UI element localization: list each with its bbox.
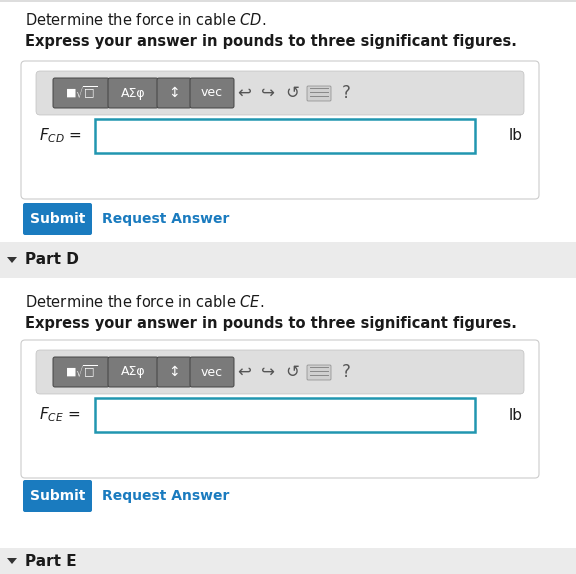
FancyBboxPatch shape: [108, 357, 158, 387]
Polygon shape: [7, 558, 17, 564]
Text: Request Answer: Request Answer: [102, 489, 229, 503]
Text: Request Answer: Request Answer: [102, 212, 229, 226]
FancyBboxPatch shape: [157, 78, 191, 108]
FancyBboxPatch shape: [21, 340, 539, 478]
FancyBboxPatch shape: [53, 357, 109, 387]
FancyBboxPatch shape: [307, 86, 331, 101]
Bar: [95, 119, 475, 153]
Text: vec: vec: [201, 366, 223, 378]
Text: Submit: Submit: [30, 489, 85, 503]
Text: ↪: ↪: [261, 363, 275, 381]
Text: Part D: Part D: [25, 253, 79, 267]
Text: ↕: ↕: [168, 86, 180, 100]
Text: Submit: Submit: [30, 212, 85, 226]
FancyBboxPatch shape: [157, 357, 191, 387]
FancyBboxPatch shape: [190, 78, 234, 108]
Text: $F_{CE}$ =: $F_{CE}$ =: [39, 406, 81, 424]
FancyBboxPatch shape: [21, 61, 539, 199]
Text: ↺: ↺: [285, 84, 299, 102]
Text: lb: lb: [509, 408, 523, 422]
Bar: [0, 278, 576, 548]
Text: Part E: Part E: [25, 553, 77, 568]
Text: vec: vec: [201, 87, 223, 99]
Polygon shape: [7, 257, 17, 263]
FancyBboxPatch shape: [190, 357, 234, 387]
Text: $F_{CD}$ =: $F_{CD}$ =: [39, 127, 82, 145]
FancyBboxPatch shape: [23, 480, 92, 512]
Bar: [0, 548, 576, 574]
FancyBboxPatch shape: [307, 365, 331, 380]
FancyBboxPatch shape: [53, 78, 109, 108]
FancyBboxPatch shape: [108, 78, 158, 108]
Text: ΑΣφ: ΑΣφ: [121, 87, 145, 99]
Text: ?: ?: [342, 84, 350, 102]
Bar: [95, 398, 475, 432]
Text: ↕: ↕: [168, 365, 180, 379]
Text: ΑΣφ: ΑΣφ: [121, 366, 145, 378]
Text: lb: lb: [509, 129, 523, 144]
Bar: [0, 0, 576, 2]
Bar: [0, 2, 576, 244]
Text: ■$\sqrt{□}$: ■$\sqrt{□}$: [65, 364, 97, 380]
Text: Express your answer in pounds to three significant figures.: Express your answer in pounds to three s…: [25, 34, 517, 49]
Text: ↩: ↩: [237, 363, 251, 381]
Text: ↺: ↺: [285, 363, 299, 381]
Text: Express your answer in pounds to three significant figures.: Express your answer in pounds to three s…: [25, 316, 517, 331]
Text: Determine the force in cable $CD$.: Determine the force in cable $CD$.: [25, 12, 266, 28]
Text: ↩: ↩: [237, 84, 251, 102]
FancyBboxPatch shape: [36, 350, 524, 394]
FancyBboxPatch shape: [23, 203, 92, 235]
Text: Determine the force in cable $CE$.: Determine the force in cable $CE$.: [25, 294, 264, 310]
Text: ■$\sqrt{□}$: ■$\sqrt{□}$: [65, 85, 97, 101]
Text: ?: ?: [342, 363, 350, 381]
Text: ↪: ↪: [261, 84, 275, 102]
FancyBboxPatch shape: [36, 71, 524, 115]
Bar: [0, 242, 576, 278]
